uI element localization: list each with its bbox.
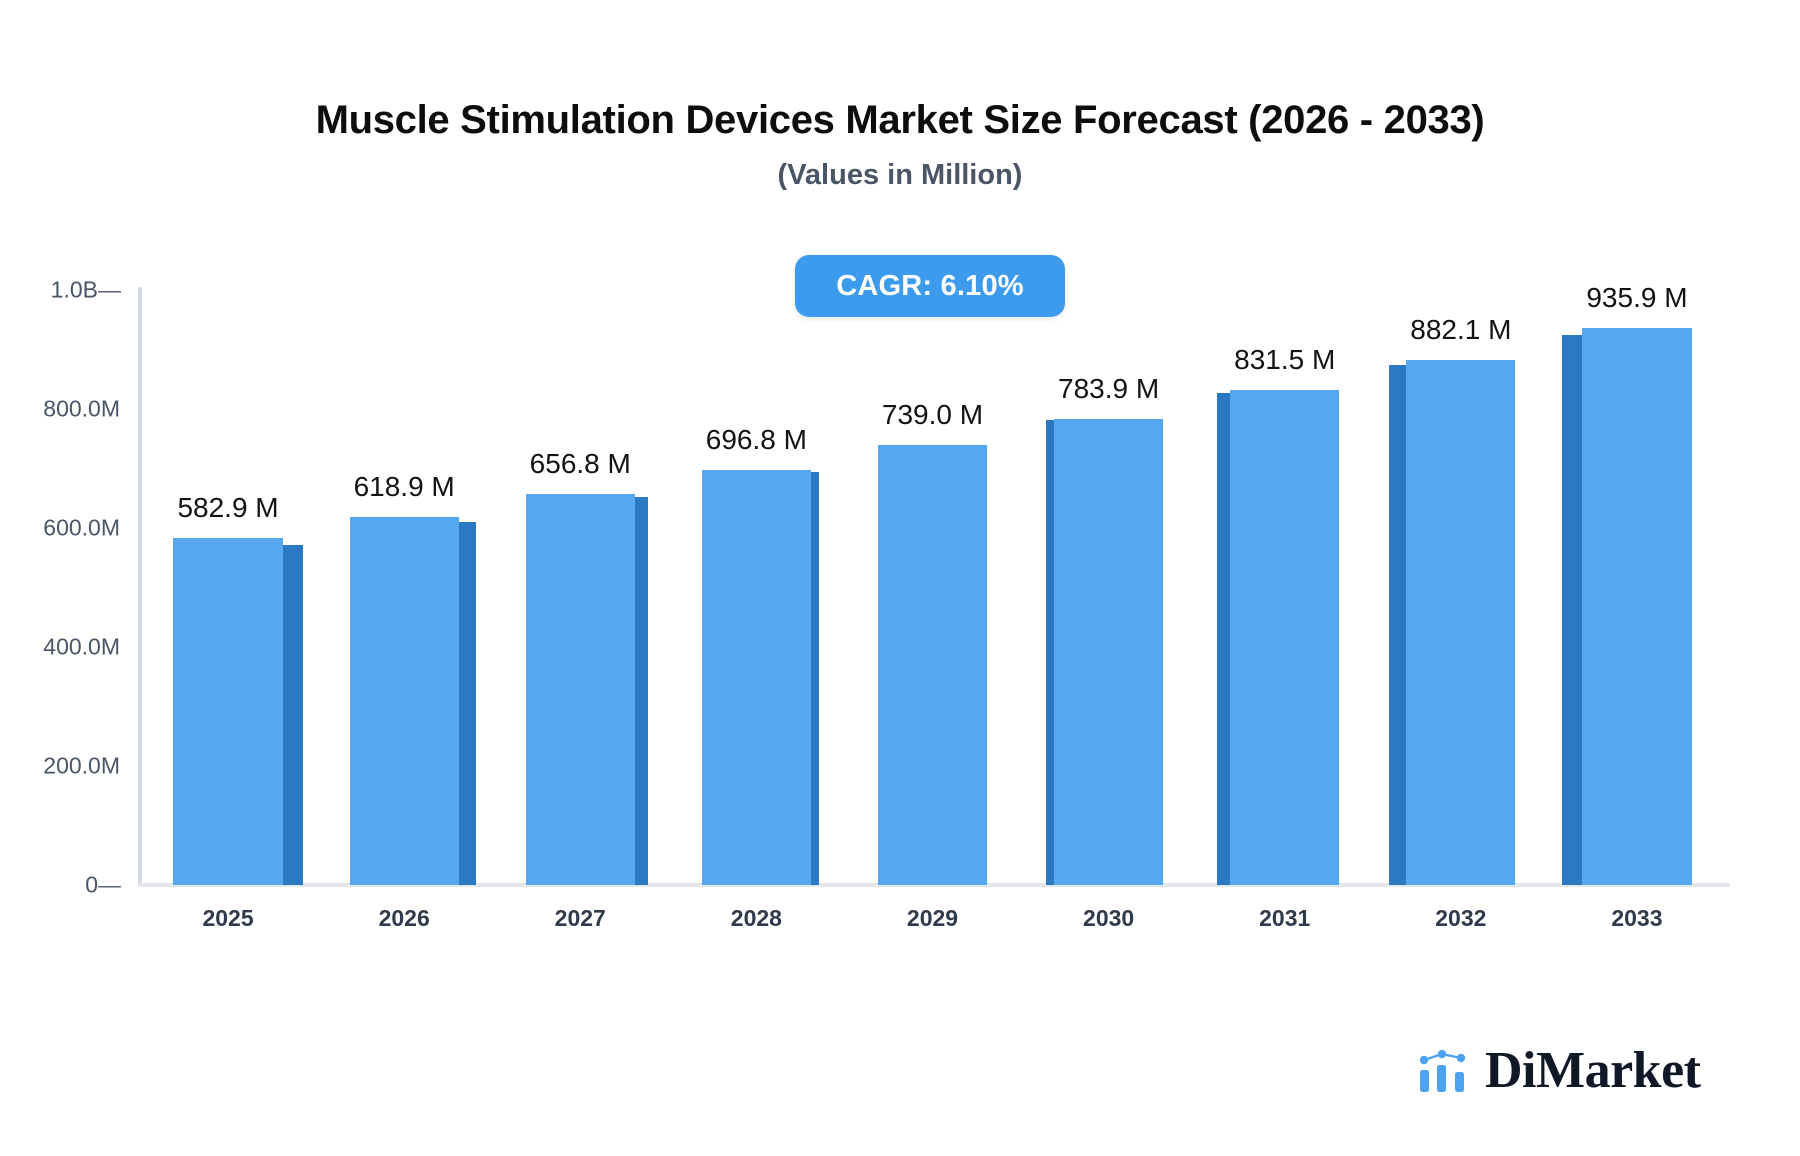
bar-value-label: 582.9 M [177,492,279,524]
bar-front-face [1054,418,1164,885]
bar: 739.0 M [877,290,988,885]
bar-chart-icon [1415,1048,1471,1094]
bar-side-face [1562,334,1583,885]
page-title: Muscle Stimulation Devices Market Size F… [315,98,1485,142]
chart-subtitle: (Values in Million) [777,159,1023,191]
bar-side-face [634,497,648,885]
y-axis-tick: 0— [85,871,121,898]
y-axis-tick: 400.0M [43,633,120,660]
x-axis-tick: 2031 [1259,905,1311,931]
x-axis-tick: 2030 [1083,905,1135,931]
bar-value-label: 783.9 M [1058,372,1160,404]
bar-value-label: 696.8 M [705,424,807,456]
brand-logo: DiMarket [1415,1042,1701,1099]
bar-front-face [1582,328,1692,885]
y-axis-tick: 600.0M [43,514,120,541]
bar: 656.8 M [525,290,648,885]
cagr-badge: CAGR: 6.10% [795,255,1065,317]
x-axis-tick: 2025 [202,905,254,931]
bar-front-face [877,445,988,885]
bar: 582.9 M [173,290,303,885]
bar-front-face [1406,360,1516,885]
bar-front-face [349,516,459,885]
bar: 696.8 M [701,290,820,885]
bar-value-label: 935.9 M [1586,282,1688,314]
logo-wordmark: DiMarket [1485,1042,1701,1099]
bar-value-label: 831.5 M [1234,344,1336,376]
title-block: Muscle Stimulation Devices Market Size F… [0,98,1800,192]
y-axis-tick: 200.0M [43,752,120,779]
bar-front-face [525,494,635,885]
bar-value-label: 656.8 M [529,448,631,480]
bar-side-face [282,544,303,885]
y-axis-line [138,287,142,887]
bar-front-face [701,470,811,885]
y-axis-tick-labels: 1.0B— 800.0M 600.0M 400.0M 200.0M 0— [0,0,121,1156]
bar-front-face [173,538,283,885]
bar: 831.5 M [1217,290,1340,885]
x-axis-line [138,883,1730,887]
bar-front-face [1230,390,1340,885]
x-axis-tick: 2027 [554,905,606,931]
x-axis-tick: 2029 [906,905,959,931]
bar-side-face [1388,364,1407,885]
y-axis-tick: 1.0B— [50,276,121,303]
bar-side-face [458,521,477,885]
x-axis-tick: 2032 [1435,905,1487,931]
plot-area: 582.9 M 618.9 M 656.8 M 696.8 M 739.0 M 783.9… [140,282,1725,885]
bar: 935.9 M [1562,282,1692,885]
bar: 618.9 M [349,290,477,885]
x-axis-tick: 2033 [1611,905,1663,931]
bar-side-face [1217,393,1231,885]
bar-value-label: 882.1 M [1410,314,1512,346]
bar-side-face [810,472,820,885]
bar-side-face [1045,420,1055,885]
bar: 882.1 M [1388,290,1516,885]
x-axis-tick: 2028 [730,905,782,931]
y-axis-tick: 800.0M [43,395,120,422]
x-axis-tick: 2026 [378,905,430,931]
bar: 783.9 M [1045,290,1164,885]
bar-value-label: 739.0 M [881,399,984,431]
bar-value-label: 618.9 M [353,470,455,502]
